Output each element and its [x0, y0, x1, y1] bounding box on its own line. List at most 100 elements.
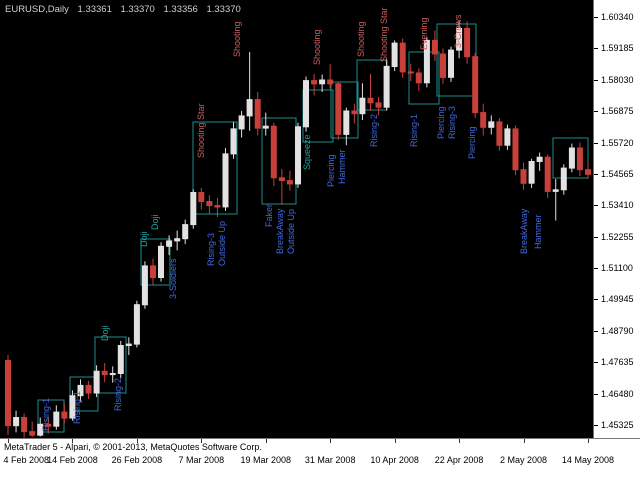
- candle-bullish: [125, 337, 132, 355]
- pattern-label: Shooting: [312, 29, 322, 65]
- candle-bullish: [69, 390, 76, 421]
- candle-bullish: [359, 83, 366, 120]
- candle-body: [69, 395, 76, 419]
- candle-bullish: [37, 417, 44, 437]
- candle-bullish: [528, 158, 535, 188]
- pattern-label: Rising-3: [206, 233, 216, 266]
- candle-body: [335, 83, 342, 135]
- candle-bullish: [174, 230, 181, 251]
- candle-bullish: [222, 148, 229, 211]
- chart-plot-area[interactable]: Rising-1 Rising-1 Rising-2 Doji Doji Doji 3-So…: [0, 0, 593, 438]
- price-axis-tick: [594, 142, 598, 144]
- pattern-label: Rising-3: [447, 106, 457, 139]
- candle-body: [21, 417, 28, 433]
- copyright-text: MetaTrader 5 - Alpari, © 2001-2013, Meta…: [4, 442, 262, 452]
- time-axis-label: 26 Feb 2008: [111, 455, 163, 465]
- candle-bullish: [383, 58, 390, 111]
- candle-bearish: [29, 421, 36, 437]
- candle-body: [536, 156, 543, 162]
- time-axis-tick: [459, 439, 461, 443]
- candle-bullish: [141, 261, 148, 309]
- candle-bullish: [166, 235, 173, 255]
- candle-body: [585, 169, 591, 175]
- candle-body: [552, 189, 559, 192]
- candle-body: [222, 153, 229, 208]
- quote-close-value: 1.33370: [206, 4, 241, 15]
- pattern-label: Piercing: [467, 126, 477, 159]
- candle-body: [319, 79, 326, 85]
- candle-body: [303, 80, 309, 128]
- price-scale[interactable]: 1.60340 1.59185 1.58030 1.56875 1.55720 1.545…: [593, 0, 640, 438]
- candle-body: [448, 49, 454, 78]
- candle-body: [45, 423, 52, 427]
- candle-body: [109, 373, 116, 376]
- candle-body: [166, 240, 173, 247]
- candle-body: [311, 80, 318, 85]
- candle-body: [206, 201, 213, 207]
- candle-body: [5, 359, 11, 427]
- candle-bearish: [480, 103, 487, 136]
- time-axis-label: 14 May 2008: [561, 455, 614, 465]
- time-axis-tick: [587, 439, 589, 443]
- time-axis-tick: [330, 439, 332, 443]
- price-axis-tick: [594, 79, 598, 81]
- candle-body: [488, 121, 495, 128]
- quote-low-value: 1.33356: [163, 4, 198, 15]
- candle-bearish: [5, 355, 11, 435]
- candle-body: [125, 343, 132, 347]
- candle-bearish: [472, 52, 479, 119]
- candle-body: [472, 56, 479, 114]
- price-axis-label: 1.53410: [601, 200, 634, 211]
- candle-body: [351, 110, 358, 115]
- quote-high-value: 1.33370: [120, 4, 155, 15]
- candle-bullish: [343, 107, 350, 146]
- time-axis-tick: [72, 439, 74, 443]
- pattern-box: [552, 137, 589, 179]
- time-axis-label: 14 Feb 2008: [47, 455, 98, 465]
- price-axis-label: 1.51100: [601, 263, 633, 274]
- pattern-box: [140, 238, 171, 286]
- candle-body: [528, 161, 535, 184]
- candle-bullish: [117, 340, 124, 379]
- pattern-label: 3-Crows: [453, 14, 463, 48]
- candle-bearish: [61, 403, 68, 423]
- candle-bearish: [254, 92, 261, 136]
- candle-body: [246, 99, 253, 117]
- pattern-box: [192, 121, 238, 215]
- candle-body: [117, 345, 124, 374]
- chart-title: EURUSD,Daily 1.33361 1.33370 1.33356 1.3…: [5, 4, 241, 15]
- candle-body: [37, 423, 44, 436]
- candle-body: [295, 126, 301, 185]
- candle-body: [560, 167, 567, 191]
- candle-body: [520, 169, 527, 184]
- pattern-label: Piercing: [436, 106, 446, 139]
- pattern-label: Piercing: [326, 154, 336, 187]
- time-scale[interactable]: 4 Feb 2008 14 Feb 2008 26 Feb 2008 7 Mar 20…: [0, 439, 640, 480]
- price-axis-label: 1.48790: [601, 325, 634, 336]
- candle-body: [415, 72, 422, 84]
- candle-body: [375, 102, 382, 108]
- candle-body: [61, 411, 68, 419]
- candle-body: [496, 121, 503, 146]
- candle-bearish: [367, 73, 374, 111]
- price-axis-tick: [594, 330, 598, 332]
- price-axis-tick: [594, 17, 598, 18]
- candle-body: [359, 97, 366, 115]
- bottom-strip: MetaTrader 5 - Alpari, © 2001-2013, Meta…: [0, 438, 640, 480]
- candle-bearish: [464, 21, 471, 64]
- candle-body: [198, 192, 205, 202]
- pattern-box: [261, 117, 297, 205]
- price-axis-label: 1.55720: [601, 137, 634, 148]
- candle-bullish: [77, 379, 84, 402]
- time-axis-tick: [201, 439, 203, 443]
- candle-bullish: [190, 189, 197, 229]
- price-axis-label: 1.52255: [601, 231, 634, 242]
- price-axis-tick: [594, 393, 598, 395]
- price-axis-tick: [594, 173, 598, 175]
- candle-bearish: [407, 63, 414, 82]
- pattern-label: Rising-1: [72, 391, 82, 424]
- candle-body: [29, 431, 36, 436]
- candle-body: [440, 53, 446, 78]
- candle-bullish: [262, 112, 269, 136]
- pattern-label: Doji: [100, 325, 110, 341]
